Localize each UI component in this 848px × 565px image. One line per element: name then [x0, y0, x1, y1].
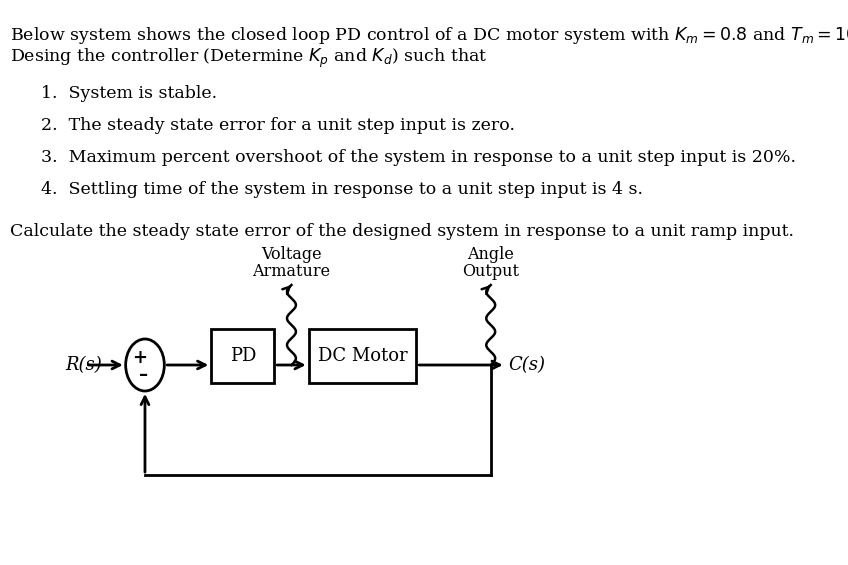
Text: 4.  Settling time of the system in response to a unit step input is 4 s.: 4. Settling time of the system in respon…: [41, 181, 643, 198]
FancyBboxPatch shape: [309, 329, 416, 383]
Text: Desing the controller (Determine $K_p$ and $K_d$) such that: Desing the controller (Determine $K_p$ a…: [10, 47, 488, 70]
Text: Angle: Angle: [467, 246, 514, 263]
Text: 2.  The steady state error for a unit step input is zero.: 2. The steady state error for a unit ste…: [41, 117, 515, 134]
Text: C(s): C(s): [509, 356, 545, 374]
FancyBboxPatch shape: [211, 329, 275, 383]
Text: 3.  Maximum percent overshoot of the system in response to a unit step input is : 3. Maximum percent overshoot of the syst…: [41, 149, 796, 166]
Text: Voltage: Voltage: [261, 246, 321, 263]
Text: Below system shows the closed loop PD control of a DC motor system with $K_m = 0: Below system shows the closed loop PD co…: [10, 25, 848, 46]
Text: Calculate the steady state error of the designed system in response to a unit ra: Calculate the steady state error of the …: [10, 223, 795, 240]
Text: R(s): R(s): [65, 356, 102, 374]
Text: –: –: [139, 366, 148, 384]
Circle shape: [126, 339, 165, 391]
Text: +: +: [132, 349, 148, 367]
Text: DC Motor: DC Motor: [318, 347, 407, 365]
Text: PD: PD: [230, 347, 256, 365]
Text: Armature: Armature: [253, 263, 331, 280]
Text: 1.  System is stable.: 1. System is stable.: [41, 85, 217, 102]
Text: Output: Output: [462, 263, 519, 280]
